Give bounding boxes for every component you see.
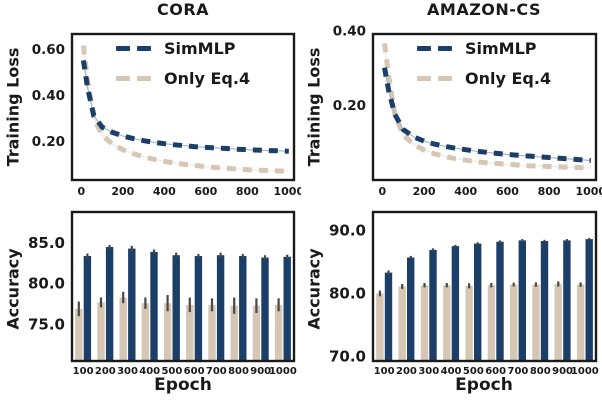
svg-text:600: 600 bbox=[194, 185, 217, 198]
legend-label-simmlp: SimMLP bbox=[164, 39, 236, 58]
svg-text:70.0: 70.0 bbox=[329, 348, 366, 366]
amazon-cs-loss-plot-area: 0 200 400 600 800 1000 0.20 0.40 bbox=[333, 23, 602, 198]
legend-label-only-eq4: Only Eq.4 bbox=[164, 69, 251, 88]
simmlp-dash-marker-icon bbox=[417, 46, 452, 51]
svg-text:0: 0 bbox=[379, 185, 387, 198]
svg-text:100: 100 bbox=[374, 366, 395, 377]
svg-text:0: 0 bbox=[78, 185, 86, 198]
y-axis-label-accuracy: Accuracy bbox=[304, 248, 324, 330]
svg-text:800: 800 bbox=[530, 366, 551, 377]
svg-text:200: 200 bbox=[396, 366, 417, 377]
svg-text:600: 600 bbox=[496, 185, 519, 198]
svg-text:900: 900 bbox=[552, 366, 573, 377]
subplot-cora-training-loss: 0 200 400 600 800 1000 0.20 0.40 0.60 CORA Train… bbox=[0, 0, 302, 205]
svg-text:400: 400 bbox=[153, 185, 176, 198]
x-axis-label-epoch: Epoch bbox=[154, 375, 212, 395]
svg-text:200: 200 bbox=[95, 366, 116, 377]
legend-entry-only-eq4: Only Eq.4 bbox=[417, 69, 551, 88]
svg-text:0.20: 0.20 bbox=[333, 98, 366, 114]
svg-text:800: 800 bbox=[538, 185, 561, 198]
legend-entry-simmlp: SimMLP bbox=[116, 39, 250, 58]
svg-text:500: 500 bbox=[161, 366, 182, 377]
svg-text:300: 300 bbox=[117, 366, 138, 377]
svg-text:1000: 1000 bbox=[575, 185, 602, 198]
svg-text:200: 200 bbox=[111, 185, 134, 198]
legend-cora-loss: SimMLP Only Eq.4 bbox=[116, 39, 250, 99]
svg-text:500: 500 bbox=[463, 366, 484, 377]
svg-text:800: 800 bbox=[228, 366, 249, 377]
svg-text:800: 800 bbox=[236, 185, 259, 198]
svg-text:100: 100 bbox=[73, 366, 94, 377]
svg-text:75.0: 75.0 bbox=[28, 315, 65, 333]
only-eq4-dash-marker-icon bbox=[417, 76, 452, 81]
svg-text:900: 900 bbox=[250, 366, 271, 377]
legend-label-only-eq4: Only Eq.4 bbox=[465, 69, 552, 88]
subplot-amazon-cs-accuracy: 100 200 300 400 500 600 700 800 900 1000 70.0 80.0 9… bbox=[301, 205, 602, 409]
svg-text:1000: 1000 bbox=[274, 185, 301, 198]
svg-text:85.0: 85.0 bbox=[28, 234, 65, 252]
svg-text:90.0: 90.0 bbox=[329, 221, 366, 239]
y-axis-label-accuracy: Accuracy bbox=[3, 248, 23, 330]
svg-text:400: 400 bbox=[454, 185, 477, 198]
legend-amazon-cs-loss: SimMLP Only Eq.4 bbox=[417, 39, 551, 99]
svg-text:80.0: 80.0 bbox=[28, 275, 65, 293]
svg-text:0.60: 0.60 bbox=[32, 42, 65, 58]
svg-text:0.40: 0.40 bbox=[32, 88, 65, 104]
svg-text:600: 600 bbox=[184, 366, 205, 377]
svg-text:600: 600 bbox=[485, 366, 506, 377]
only-eq4-dash-marker-icon bbox=[116, 76, 151, 81]
y-axis-label-training-loss: Training Loss bbox=[3, 47, 23, 167]
svg-text:1000: 1000 bbox=[571, 366, 599, 377]
svg-text:1000: 1000 bbox=[269, 366, 297, 377]
subplot-cora-accuracy: 100 200 300 400 500 600 700 800 900 1000 75.0 80.0 8… bbox=[0, 205, 301, 409]
svg-text:400: 400 bbox=[139, 366, 160, 377]
svg-text:700: 700 bbox=[508, 366, 529, 377]
svg-text:700: 700 bbox=[206, 366, 227, 377]
plot-title-amazon-cs: AMAZON-CS bbox=[427, 0, 541, 19]
subplot-amazon-cs-training-loss: 0 200 400 600 800 1000 0.20 0.40 AMAZON-CS Trai… bbox=[301, 0, 602, 205]
legend-entry-only-eq4: Only Eq.4 bbox=[116, 69, 250, 88]
svg-text:300: 300 bbox=[418, 366, 439, 377]
x-axis-label-epoch: Epoch bbox=[455, 375, 513, 395]
cora-loss-plot-area: 0 200 400 600 800 1000 0.20 0.40 0.60 bbox=[32, 32, 301, 198]
legend-entry-simmlp: SimMLP bbox=[417, 39, 551, 58]
simmlp-dash-marker-icon bbox=[116, 46, 151, 51]
svg-text:80.0: 80.0 bbox=[329, 284, 366, 302]
plot-title-cora: CORA bbox=[156, 0, 210, 19]
y-axis-label-training-loss: Training Loss bbox=[304, 47, 324, 167]
svg-text:0.20: 0.20 bbox=[32, 134, 65, 150]
svg-text:400: 400 bbox=[441, 366, 462, 377]
legend-label-simmlp: SimMLP bbox=[465, 39, 537, 58]
svg-text:200: 200 bbox=[413, 185, 436, 198]
svg-text:0.40: 0.40 bbox=[333, 23, 366, 39]
